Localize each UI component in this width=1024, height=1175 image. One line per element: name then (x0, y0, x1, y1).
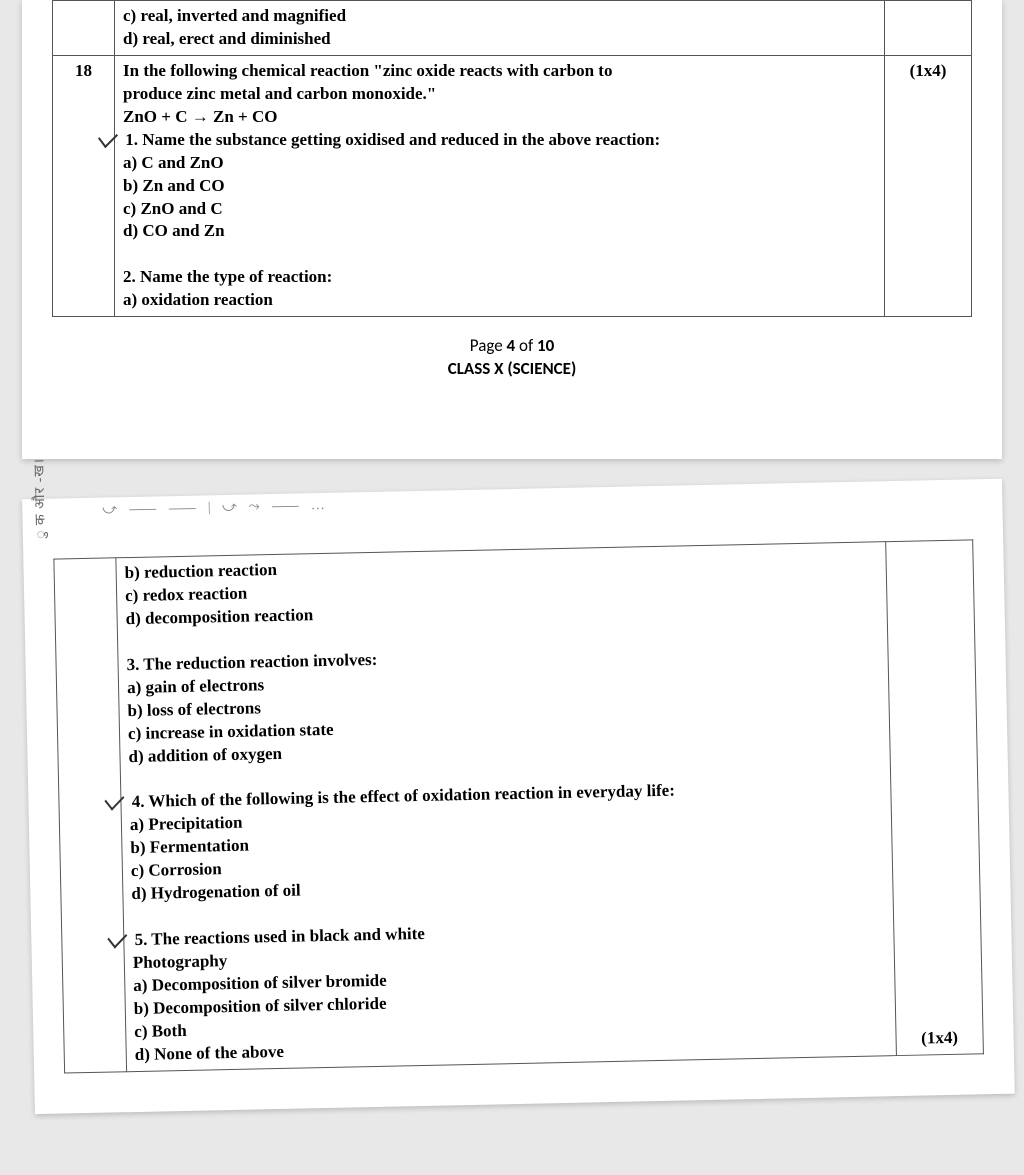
q18-sub1-c: c) ZnO and C (123, 199, 223, 218)
sub4-c: c) Corrosion (131, 860, 222, 881)
q18-intro2: produce zinc metal and carbon monoxide." (123, 84, 436, 103)
sub5-b: b) Decomposition of silver chloride (134, 994, 387, 1018)
prev-q-options-cell: c) real, inverted and magnified d) real,… (115, 1, 885, 56)
sub5-prompt2: Photography (133, 951, 228, 972)
top-scribble: ⤻ ⸺ ⸺ | ⤻ ⤳ ⸺ … (102, 498, 329, 519)
question-table-p1: c) real, inverted and magnified d) real,… (52, 0, 972, 317)
opt-d: d) real, erect and diminished (123, 28, 876, 51)
page-footer: Page 4 of 10 CLASS X (SCIENCE) (52, 335, 972, 379)
sub3-a: a) gain of electrons (127, 675, 264, 697)
q18-body: In the following chemical reaction "zinc… (115, 55, 885, 316)
class-label: CLASS X (SCIENCE) (52, 358, 972, 379)
marks-bottom: (1x4) (886, 540, 984, 1055)
sub4-d: d) Hydrogenation of oil (131, 881, 301, 904)
cont-c: c) redox reaction (125, 584, 247, 606)
page-number: Page 4 of 10 (52, 335, 972, 356)
question-table-p2: b) reduction reaction c) redox reaction … (53, 540, 984, 1074)
prev-q-num-cell (53, 1, 115, 56)
q18-equation: ZnO + C → Zn + CO (123, 107, 277, 126)
q18-intro1: In the following chemical reaction "zinc… (123, 61, 612, 80)
page-1: c) real, inverted and magnified d) real,… (22, 0, 1002, 459)
q18-marks: (1x4) (885, 55, 972, 316)
sub5-a: a) Decomposition of silver bromide (133, 971, 387, 995)
sub4-prompt: 4. Which of the following is the effect … (132, 781, 676, 811)
cont-b: b) reduction reaction (124, 560, 277, 582)
sub5-d: d) None of the above (135, 1042, 285, 1064)
cont-d: d) decomposition reaction (125, 605, 313, 628)
sub3-b: b) loss of electrons (127, 698, 261, 720)
prev-marks-cell (885, 1, 972, 56)
q18-sub1-a: a) C and ZnO (123, 153, 224, 172)
sub5-prompt1: 5. The reactions used in black and white (134, 924, 425, 949)
sub4-a: a) Precipitation (130, 813, 243, 834)
opt-c: c) real, inverted and magnified (123, 5, 876, 28)
sub3-c: c) increase in oxidation state (128, 720, 334, 743)
q-body-p2: b) reduction reaction c) redox reaction … (116, 542, 897, 1072)
margin-handwriting: ु क और -ख। (29, 458, 50, 539)
q18-sub1-prompt: 1. Name the substance getting oxidised a… (125, 130, 660, 149)
q18-sub2-a: a) oxidation reaction (123, 290, 273, 309)
q18-sub1-d: d) CO and Zn (123, 221, 225, 240)
sub3-prompt: 3. The reduction reaction involves: (126, 650, 377, 674)
q-num-cell-p2 (54, 558, 127, 1073)
q18-sub1-b: b) Zn and CO (123, 176, 225, 195)
sub3-d: d) addition of oxygen (128, 744, 282, 766)
sub4-b: b) Fermentation (130, 836, 249, 857)
q18-sub2-prompt: 2. Name the type of reaction: (123, 267, 332, 286)
q18-num: 18 (53, 55, 115, 316)
sub5-c: c) Both (134, 1021, 187, 1041)
page-2: ु क और -ख। ⤻ ⸺ ⸺ | ⤻ ⤳ ⸺ … b) reduction … (22, 479, 1015, 1114)
